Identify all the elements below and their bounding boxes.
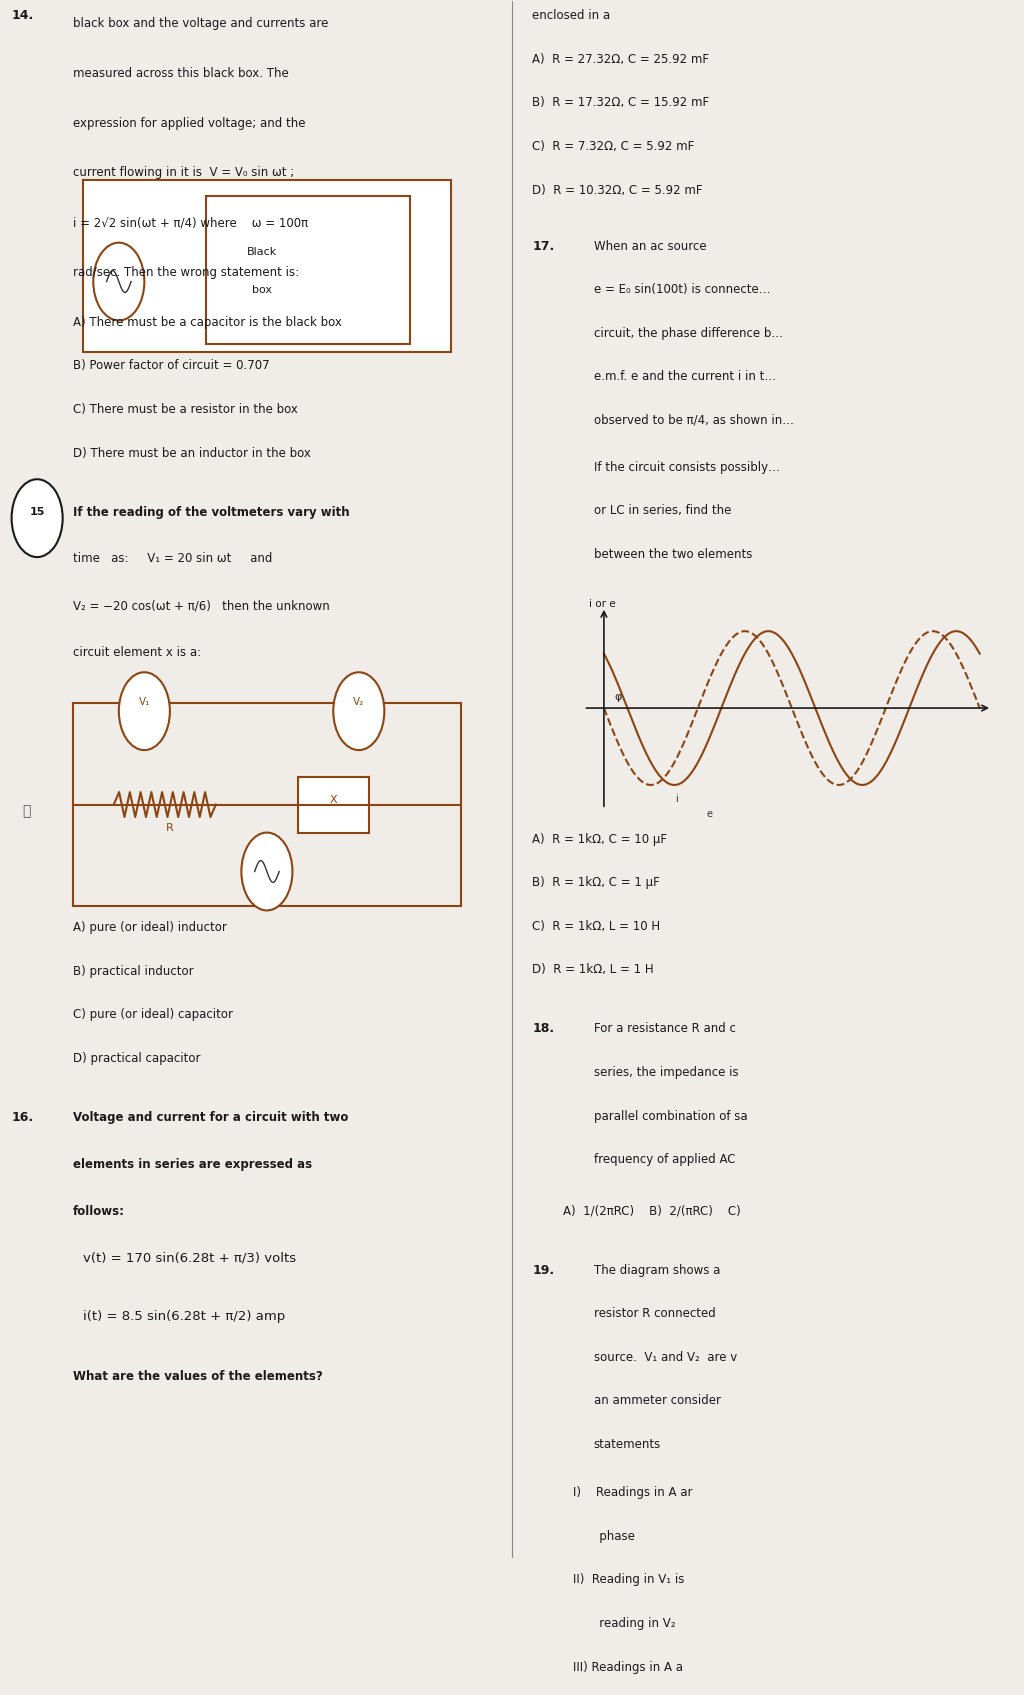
Text: source.  V₁ and V₂  are v: source. V₁ and V₂ are v <box>594 1351 737 1364</box>
Text: V₁: V₁ <box>138 697 151 707</box>
Text: C) There must be a resistor in the box: C) There must be a resistor in the box <box>73 403 298 415</box>
Text: circuit element x is a:: circuit element x is a: <box>73 646 201 659</box>
Text: i(t) = 8.5 sin(6.28t + π/2) amp: i(t) = 8.5 sin(6.28t + π/2) amp <box>83 1310 286 1324</box>
Text: B)  R = 1kΩ, C = 1 μF: B) R = 1kΩ, C = 1 μF <box>532 876 660 890</box>
Text: I)    Readings in A ar: I) Readings in A ar <box>573 1487 693 1500</box>
Text: expression for applied voltage; and the: expression for applied voltage; and the <box>73 117 305 129</box>
Text: C)  R = 1kΩ, L = 10 H: C) R = 1kΩ, L = 10 H <box>532 920 660 932</box>
Text: black box and the voltage and currents are: black box and the voltage and currents a… <box>73 17 329 31</box>
Bar <box>298 776 369 832</box>
Text: φ: φ <box>614 693 622 702</box>
Text: D) There must be an inductor in the box: D) There must be an inductor in the box <box>73 446 310 459</box>
Text: 14.: 14. <box>11 8 34 22</box>
Text: phase: phase <box>573 1531 635 1542</box>
Text: resistor R connected: resistor R connected <box>594 1307 716 1320</box>
Text: D)  R = 1kΩ, L = 1 H: D) R = 1kΩ, L = 1 H <box>532 963 654 976</box>
Text: A) There must be a capacitor is the black box: A) There must be a capacitor is the blac… <box>73 315 342 329</box>
Text: statements: statements <box>594 1437 660 1451</box>
Text: i: i <box>676 793 678 803</box>
Text: enclosed in a: enclosed in a <box>532 8 610 22</box>
Text: between the two elements: between the two elements <box>594 547 752 561</box>
Text: reading in V₂: reading in V₂ <box>573 1617 676 1631</box>
Text: current flowing in it is  V = V₀ sin ωt ;: current flowing in it is V = V₀ sin ωt ; <box>73 166 294 180</box>
Bar <box>83 180 451 351</box>
Text: observed to be π/4, as shown in…: observed to be π/4, as shown in… <box>594 414 794 427</box>
Text: frequency of applied AC: frequency of applied AC <box>594 1153 735 1166</box>
Text: What are the values of the elements?: What are the values of the elements? <box>73 1370 323 1383</box>
Circle shape <box>333 673 384 751</box>
Circle shape <box>119 673 170 751</box>
Text: Black: Black <box>247 247 276 258</box>
Text: parallel combination of sa: parallel combination of sa <box>594 1110 748 1122</box>
Text: e: e <box>706 809 712 819</box>
Text: time   as:     V₁ = 20 sin ωt     and: time as: V₁ = 20 sin ωt and <box>73 553 272 566</box>
Text: A)  R = 1kΩ, C = 10 μF: A) R = 1kΩ, C = 10 μF <box>532 832 668 846</box>
Text: If the circuit consists possibly…: If the circuit consists possibly… <box>594 461 779 473</box>
Text: When an ac source: When an ac source <box>594 239 707 253</box>
Text: measured across this black box. The: measured across this black box. The <box>73 66 289 80</box>
Text: 16.: 16. <box>11 1112 34 1124</box>
Text: D)  R = 10.32Ω, C = 5.92 mF: D) R = 10.32Ω, C = 5.92 mF <box>532 183 702 197</box>
Text: A)  1/(2πRC)    B)  2/(πRC)    C): A) 1/(2πRC) B) 2/(πRC) C) <box>563 1205 740 1217</box>
Text: series, the impedance is: series, the impedance is <box>594 1066 738 1080</box>
Circle shape <box>242 832 293 910</box>
Text: V₂: V₂ <box>353 697 365 707</box>
Text: B) practical inductor: B) practical inductor <box>73 964 194 978</box>
Text: A) pure (or ideal) inductor: A) pure (or ideal) inductor <box>73 922 226 934</box>
Circle shape <box>11 480 62 558</box>
Text: The diagram shows a: The diagram shows a <box>594 1264 720 1276</box>
Text: 19.: 19. <box>532 1264 555 1276</box>
Text: elements in series are expressed as: elements in series are expressed as <box>73 1158 312 1171</box>
Text: follows:: follows: <box>73 1205 125 1217</box>
Circle shape <box>93 242 144 320</box>
Text: C)  R = 7.32Ω, C = 5.92 mF: C) R = 7.32Ω, C = 5.92 mF <box>532 141 694 153</box>
Text: C) pure (or ideal) capacitor: C) pure (or ideal) capacitor <box>73 1009 232 1022</box>
Text: Voltage and current for a circuit with two: Voltage and current for a circuit with t… <box>73 1112 348 1124</box>
Text: i = 2√2 sin(ωt + π/4) where    ω = 100π: i = 2√2 sin(ωt + π/4) where ω = 100π <box>73 217 308 229</box>
Text: B) Power factor of circuit = 0.707: B) Power factor of circuit = 0.707 <box>73 359 269 373</box>
Text: For a resistance R and c: For a resistance R and c <box>594 1022 735 1036</box>
Text: i or e: i or e <box>589 598 615 609</box>
Text: B)  R = 17.32Ω, C = 15.92 mF: B) R = 17.32Ω, C = 15.92 mF <box>532 97 710 110</box>
Text: v(t) = 170 sin(6.28t + π/3) volts: v(t) = 170 sin(6.28t + π/3) volts <box>83 1251 296 1264</box>
Text: X: X <box>330 795 337 805</box>
Text: 18.: 18. <box>532 1022 555 1036</box>
Bar <box>206 197 410 344</box>
Text: R: R <box>166 824 174 834</box>
Text: an ammeter consider: an ammeter consider <box>594 1395 721 1407</box>
Text: box: box <box>252 285 271 295</box>
Text: rad/sec. Then the wrong statement is:: rad/sec. Then the wrong statement is: <box>73 266 299 280</box>
Text: If the reading of the voltmeters vary with: If the reading of the voltmeters vary wi… <box>73 505 349 519</box>
Text: e.m.f. e and the current i in t…: e.m.f. e and the current i in t… <box>594 370 776 383</box>
Text: II)  Reading in V₁ is: II) Reading in V₁ is <box>573 1573 685 1587</box>
Text: 15: 15 <box>30 507 45 517</box>
Text: e = E₀ sin(100t) is connecte…: e = E₀ sin(100t) is connecte… <box>594 283 770 297</box>
Text: or LC in series, find the: or LC in series, find the <box>594 503 731 517</box>
Text: III) Readings in A a: III) Readings in A a <box>573 1661 683 1673</box>
Text: A)  R = 27.32Ω, C = 25.92 mF: A) R = 27.32Ω, C = 25.92 mF <box>532 53 710 66</box>
Text: ⓑ: ⓑ <box>23 805 31 819</box>
Text: 17.: 17. <box>532 239 555 253</box>
Text: D) practical capacitor: D) practical capacitor <box>73 1053 201 1064</box>
Bar <box>73 703 461 905</box>
Text: V₂ = −20 cos(ωt + π/6)   then the unknown: V₂ = −20 cos(ωt + π/6) then the unknown <box>73 598 330 612</box>
Text: circuit, the phase difference b…: circuit, the phase difference b… <box>594 327 782 339</box>
